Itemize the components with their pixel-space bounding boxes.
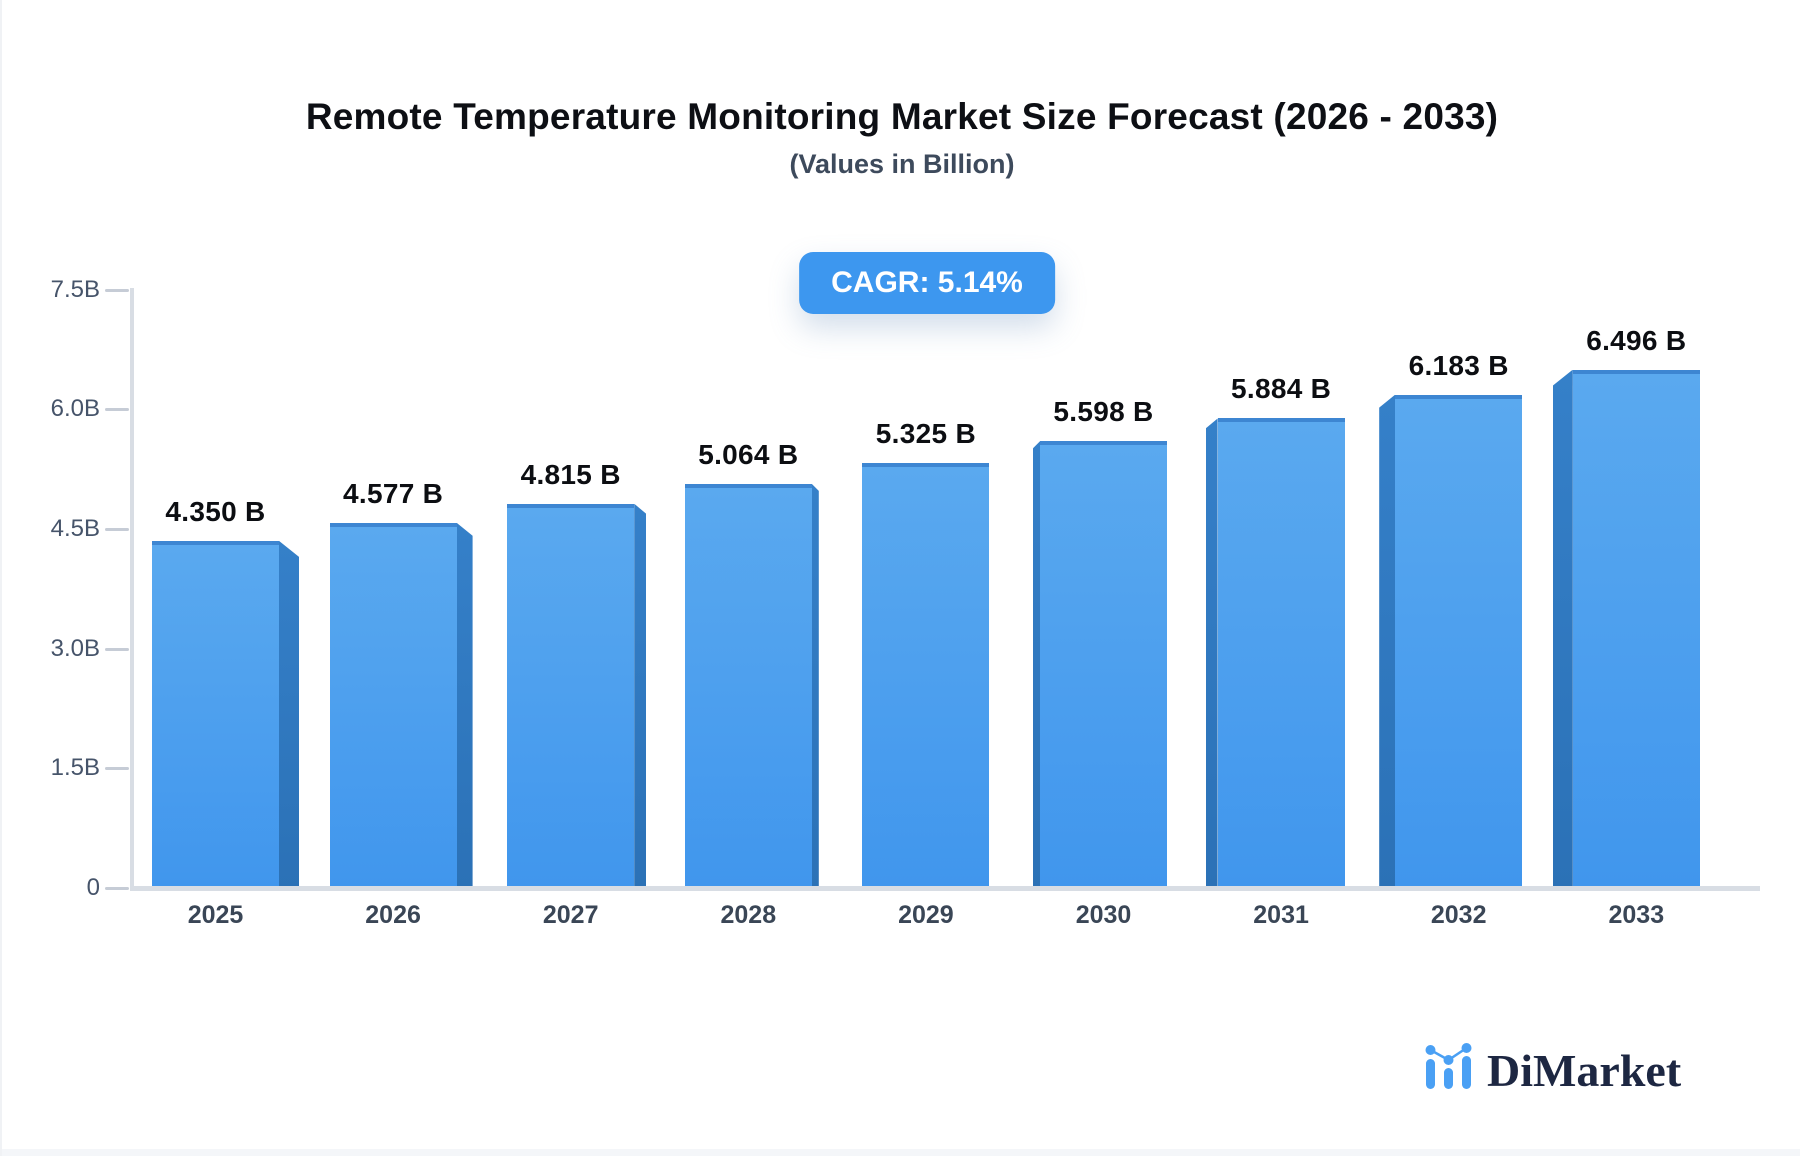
bar-2028: [684, 483, 812, 891]
mini-bar-chart-icon: [1425, 1043, 1472, 1089]
bar-2025: [152, 540, 279, 891]
bar-value-label: 4.815 B: [520, 458, 621, 490]
x-tick-label: 2027: [542, 901, 599, 929]
bar-3d-side: [279, 541, 299, 891]
x-tick-label: 2033: [1608, 901, 1665, 929]
cagr-badge: CAGR: 5.14%: [799, 252, 1055, 314]
x-tick-label: 2029: [898, 901, 954, 929]
bar-value-label: 6.496 B: [1586, 324, 1687, 356]
x-tick-label: 2026: [365, 901, 421, 929]
y-tick-label: 3.0B: [50, 634, 100, 662]
y-tick-mark: [105, 288, 129, 292]
y-tick-mark: [105, 408, 129, 412]
x-tick-label: 2032: [1430, 901, 1487, 929]
bar-3d-side: [634, 504, 646, 891]
bar-value-label: 5.064 B: [698, 438, 799, 470]
y-tick-label: 7.5B: [50, 275, 100, 303]
x-tick-label: 2028: [720, 901, 777, 929]
bar-value-label: 4.577 B: [343, 477, 444, 509]
bar-2030: [1040, 441, 1167, 891]
bar-3d-side: [1206, 418, 1218, 891]
y-axis-line: [130, 288, 134, 888]
y-tick-label: 1.5B: [50, 754, 100, 782]
bar-2032: [1395, 394, 1523, 891]
bottom-divider: [2, 1149, 1800, 1156]
x-tick-label: 2030: [1075, 901, 1132, 929]
y-tick-label: 0: [86, 874, 100, 901]
x-tick-label: 2031: [1253, 901, 1309, 929]
brand-logo-text: DiMarket: [1487, 1045, 1682, 1096]
x-axis-line: [130, 886, 1760, 891]
y-tick-mark: [105, 527, 129, 531]
bar-2033: [1572, 369, 1700, 891]
bar-2026: [329, 522, 457, 891]
chart-title: Remote Temperature Monitoring Market Siz…: [305, 96, 1499, 137]
bar-2031: [1217, 418, 1345, 891]
bar-2027: [507, 503, 635, 891]
bar-value-label: 5.325 B: [875, 418, 976, 450]
bar-3d-side: [1379, 395, 1395, 891]
brand-logo: DiMarket: [1424, 1038, 1681, 1104]
bar-value-label: 4.350 B: [165, 495, 266, 527]
bar-3d-side: [1033, 441, 1040, 891]
bar-3d-side: [1553, 370, 1573, 891]
x-tick-label: 2025: [187, 901, 244, 929]
y-tick-mark: [105, 647, 129, 651]
bar-3d-side: [812, 484, 819, 891]
y-tick-label: 4.5B: [50, 514, 100, 542]
chart-subtitle: (Values in Billion): [789, 149, 1015, 179]
y-tick-mark: [105, 767, 129, 771]
bar-value-label: 5.884 B: [1231, 373, 1332, 405]
bar-3d-side: [457, 523, 473, 891]
y-tick-mark: [105, 887, 129, 890]
bar-value-label: 5.598 B: [1053, 396, 1154, 428]
y-tick-label: 6.0B: [50, 395, 100, 423]
bar-2029: [862, 463, 990, 891]
bar-value-label: 6.183 B: [1408, 349, 1509, 381]
